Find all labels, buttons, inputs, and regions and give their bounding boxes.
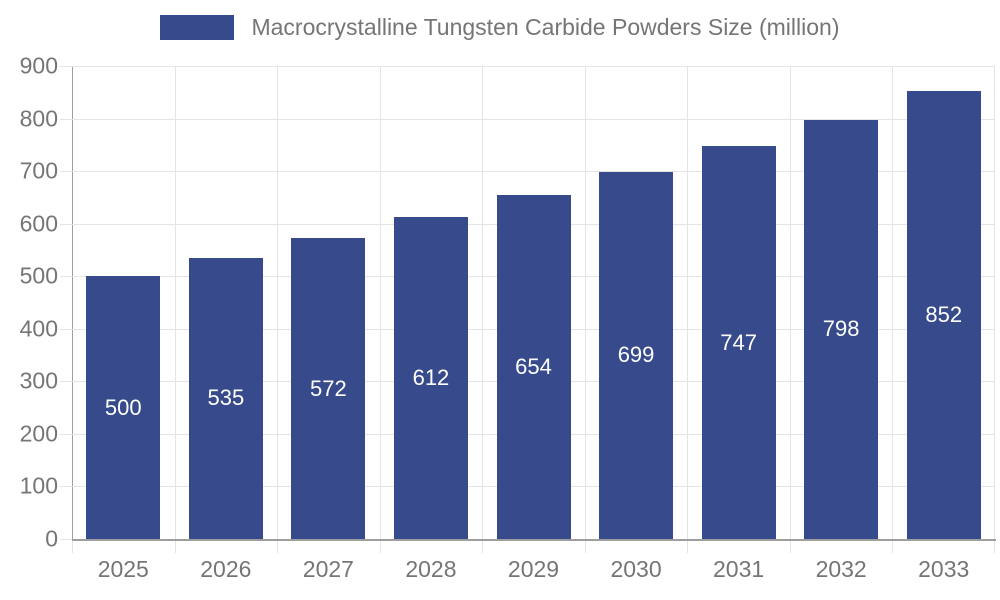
x-axis-line	[72, 539, 996, 541]
y-axis-tick	[60, 433, 72, 435]
y-axis-tick-label: 700	[19, 157, 58, 184]
x-axis-category-label: 2026	[200, 556, 252, 582]
y-axis-tick-label: 300	[19, 367, 58, 394]
gridline-vertical	[379, 66, 381, 539]
gridline-vertical	[789, 66, 791, 539]
bar-value-label: 747	[720, 329, 757, 355]
y-axis-tick	[60, 276, 72, 278]
gridline-vertical	[687, 66, 689, 539]
x-axis-category-label: 2031	[713, 556, 765, 582]
y-axis-tick	[60, 171, 72, 173]
bar-2030[interactable]: 699	[599, 171, 674, 539]
legend-swatch[interactable]	[160, 15, 235, 40]
plot-area: 500 535 572 612 654 699 747 798 852	[72, 66, 995, 539]
bar-2032[interactable]: 798	[804, 119, 879, 539]
x-axis-ticks	[72, 541, 995, 553]
x-axis-labels: 2025 2026 2027 2028 2029 2030 2031 2032 2033	[72, 556, 995, 588]
legend-label[interactable]: Macrocrystalline Tungsten Carbide Powder…	[251, 14, 840, 40]
bar-value-label: 798	[822, 316, 860, 342]
bar-2031[interactable]: 747	[701, 146, 776, 539]
y-axis-line	[72, 66, 73, 553]
bar-value-label: 852	[925, 302, 963, 328]
y-axis-tick	[60, 381, 72, 383]
gridline-vertical	[482, 66, 484, 539]
gridline-horizontal	[72, 118, 995, 120]
bar-value-label: 654	[515, 354, 552, 380]
y-axis-tick-label: 900	[19, 52, 58, 79]
gridline-vertical	[892, 66, 894, 539]
bar-2026[interactable]: 535	[188, 257, 263, 539]
x-axis-tick	[174, 541, 176, 553]
bar-2027[interactable]: 572	[291, 238, 366, 539]
y-axis-tick	[60, 539, 72, 540]
gridline-vertical	[174, 66, 176, 539]
x-axis-tick	[584, 541, 586, 553]
gridline-horizontal	[72, 171, 995, 173]
y-axis-tick-label: 800	[19, 105, 58, 132]
bar-value-label: 612	[412, 365, 450, 391]
x-axis-tick	[482, 541, 484, 553]
x-axis-tick	[892, 541, 894, 553]
y-axis-tick-label: 400	[19, 315, 58, 342]
x-axis-category-label: 2029	[507, 556, 560, 582]
bar-2029[interactable]: 654	[496, 195, 571, 539]
y-axis-tick	[60, 66, 72, 67]
gridline-horizontal	[72, 66, 995, 67]
y-axis-tick-label: 0	[45, 525, 58, 552]
x-axis-tick	[687, 541, 689, 553]
x-axis-tick	[379, 541, 381, 553]
gridline-vertical	[994, 66, 995, 539]
y-axis-tick	[60, 223, 72, 225]
bar-2028[interactable]: 612	[393, 217, 468, 539]
bar-2033[interactable]: 852	[906, 91, 981, 539]
bar-value-label: 699	[617, 342, 655, 368]
gridline-vertical	[277, 66, 279, 539]
x-axis-category-label: 2033	[918, 556, 970, 582]
y-axis-tick-label: 100	[19, 472, 58, 499]
bar-2025[interactable]: 500	[86, 276, 161, 539]
x-axis-tick	[72, 541, 73, 553]
x-axis-tick	[994, 541, 995, 553]
bar-value-label: 535	[207, 385, 245, 411]
x-axis-tick	[277, 541, 279, 553]
bar-value-label: 572	[310, 375, 347, 401]
x-axis-category-label: 2032	[815, 556, 867, 582]
legend[interactable]: Macrocrystalline Tungsten Carbide Powder…	[0, 14, 1000, 41]
x-axis-category-label: 2028	[405, 556, 457, 582]
y-axis-tick	[60, 486, 72, 488]
y-axis-tick-label: 200	[19, 420, 58, 447]
y-axis-ticks	[60, 66, 72, 540]
y-axis-labels: 0 100 200 300 400 500 600 700 800 900	[0, 53, 58, 552]
x-axis-category-label: 2027	[302, 556, 354, 582]
y-axis-tick	[60, 118, 72, 120]
bar-value-label: 500	[104, 394, 142, 420]
y-axis-tick	[60, 328, 72, 330]
x-axis-category-label: 2025	[97, 556, 149, 582]
y-axis-tick-label: 600	[19, 210, 58, 237]
gridline-vertical	[584, 66, 586, 539]
x-axis-tick	[789, 541, 791, 553]
y-axis-tick-label: 500	[19, 262, 58, 289]
x-axis-category-label: 2030	[610, 556, 662, 582]
